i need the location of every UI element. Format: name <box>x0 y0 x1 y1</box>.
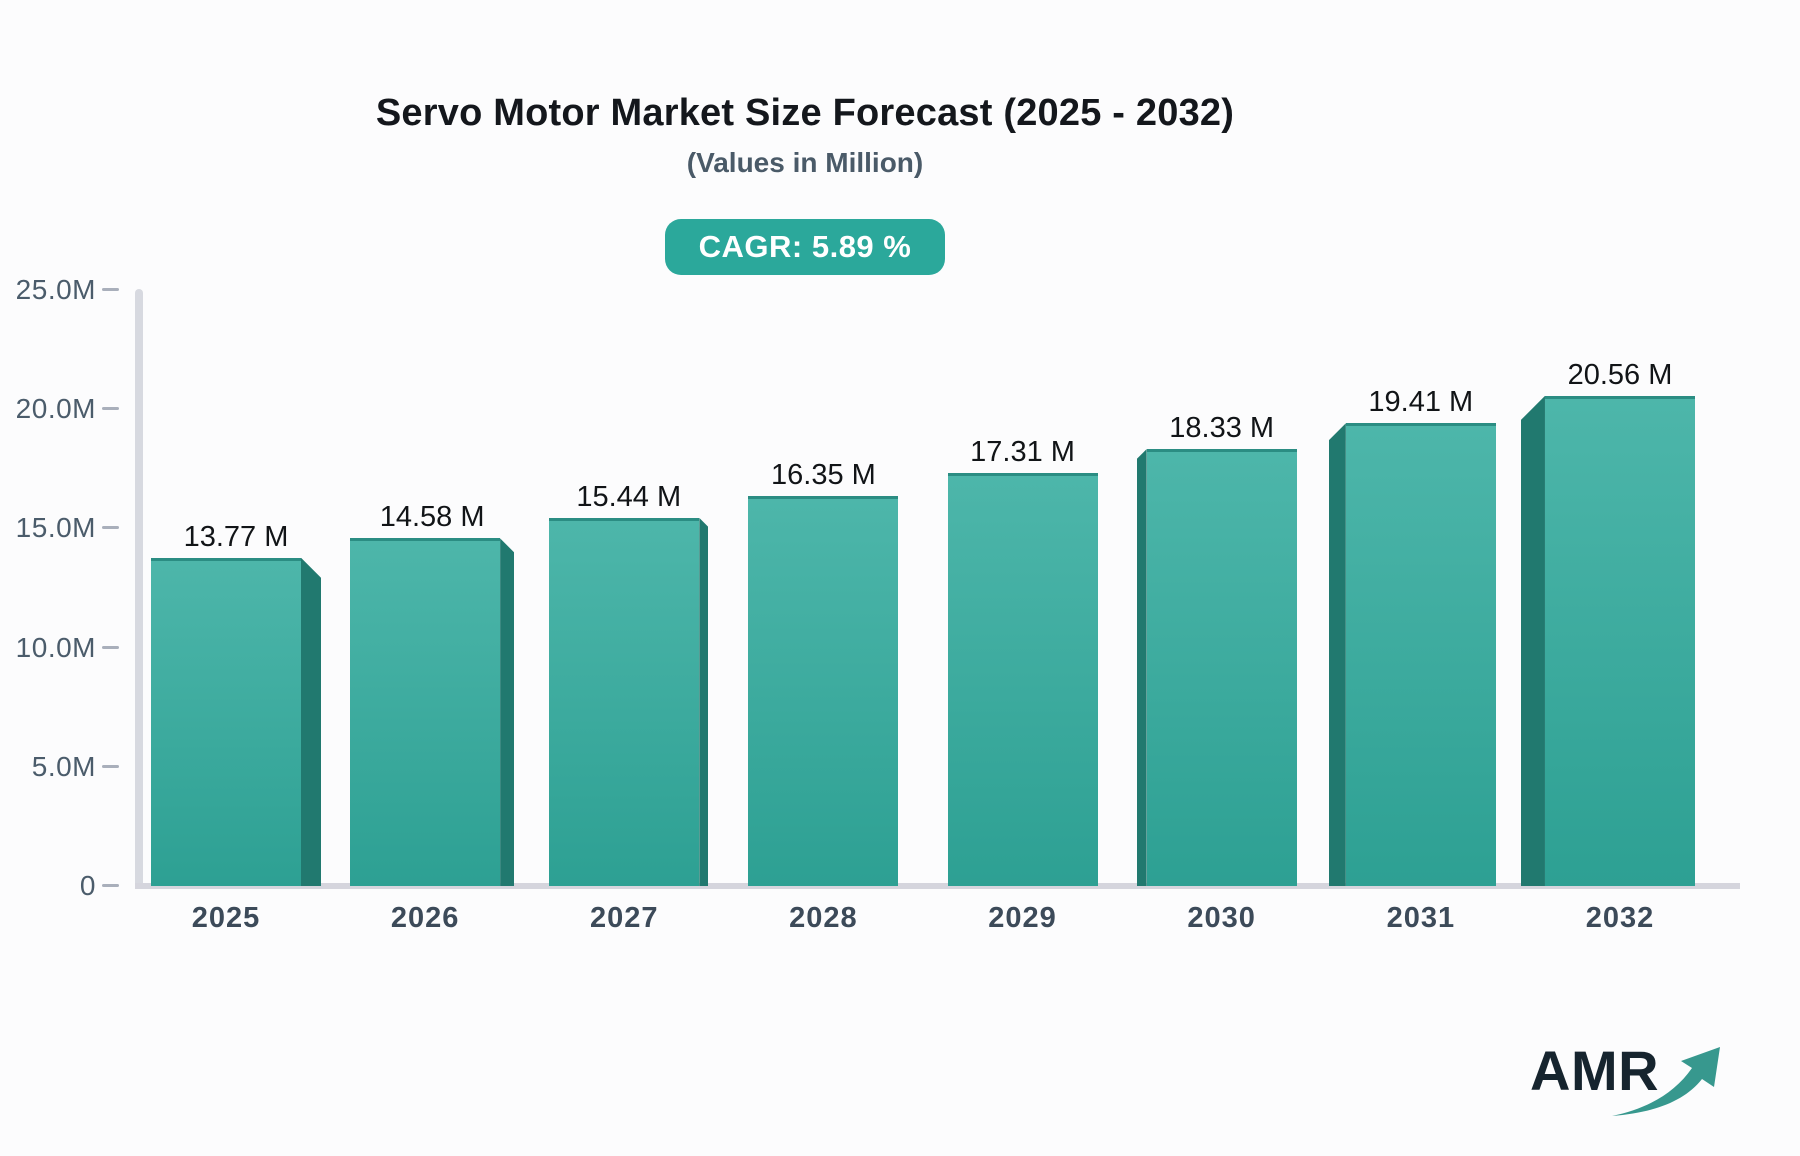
trend-up-arrow-icon <box>1612 1047 1720 1116</box>
x-axis-year-label: 2025 <box>191 902 261 934</box>
x-axis-year-label: 2028 <box>789 902 858 934</box>
x-axis-year-label: 2027 <box>590 902 659 934</box>
bar-face <box>151 557 301 886</box>
bar-side-face <box>1520 395 1545 886</box>
y-axis-tick-mark <box>102 884 119 887</box>
x-axis-year-label: 2029 <box>988 902 1057 934</box>
amr-logo: AMR <box>1520 1030 1740 1120</box>
chart-title: Servo Motor Market Size Forecast (2025 -… <box>375 92 1235 134</box>
y-axis-tick-label: 0 <box>79 870 96 901</box>
y-axis-tick-mark <box>102 526 119 530</box>
y-axis-tick-mark <box>102 288 119 291</box>
y-axis-tick-mark <box>102 764 119 768</box>
chart-header: Servo Motor Market Size Forecast (2025 -… <box>0 92 1610 275</box>
bar-value-label: 17.31 M <box>970 436 1075 469</box>
bar-face <box>1345 423 1496 886</box>
y-axis-tick-label: 5.0M <box>31 750 96 782</box>
bar-value-label: 13.77 M <box>183 520 289 553</box>
y-axis-tick-label: 20.0M <box>15 393 96 425</box>
bar-side-face <box>301 557 321 886</box>
bar-value-label: 14.58 M <box>379 501 485 534</box>
bar-face <box>350 538 501 886</box>
bar-face <box>947 473 1098 886</box>
bar-side-face <box>500 538 515 886</box>
bar-value-label: 20.56 M <box>1567 358 1673 391</box>
bar-face <box>1146 449 1297 886</box>
x-axis-year-label: 2031 <box>1386 902 1456 934</box>
x-axis-line <box>135 883 1740 889</box>
bar-side-face <box>1328 423 1346 886</box>
x-axis-year-label: 2032 <box>1585 902 1655 934</box>
y-axis-tick-label: 15.0M <box>15 512 96 544</box>
bar-side-face <box>1136 449 1147 886</box>
x-axis-year-label: 2030 <box>1187 902 1256 934</box>
bar-face <box>549 517 700 886</box>
bar-face <box>1544 395 1695 886</box>
y-axis-tick-label: 10.0M <box>15 631 96 663</box>
bar-face <box>748 496 899 886</box>
amr-logo-text: AMR <box>1530 1039 1660 1102</box>
bar-side-face <box>699 517 709 886</box>
bar-value-label: 19.41 M <box>1368 386 1474 419</box>
bar-value-label: 16.35 M <box>771 459 876 492</box>
bar-value-label: 18.33 M <box>1169 412 1275 444</box>
cagr-badge: CAGR: 5.89 % <box>664 219 946 275</box>
chart-subtitle: (Values in Million) <box>686 147 924 178</box>
y-axis-line <box>135 289 143 889</box>
y-axis-tick-mark <box>102 407 119 411</box>
bar-value-label: 15.44 M <box>576 480 682 513</box>
y-axis-tick-mark <box>102 645 119 649</box>
y-axis-tick-label: 25.0M <box>15 274 96 305</box>
x-axis-year-label: 2026 <box>390 902 460 934</box>
